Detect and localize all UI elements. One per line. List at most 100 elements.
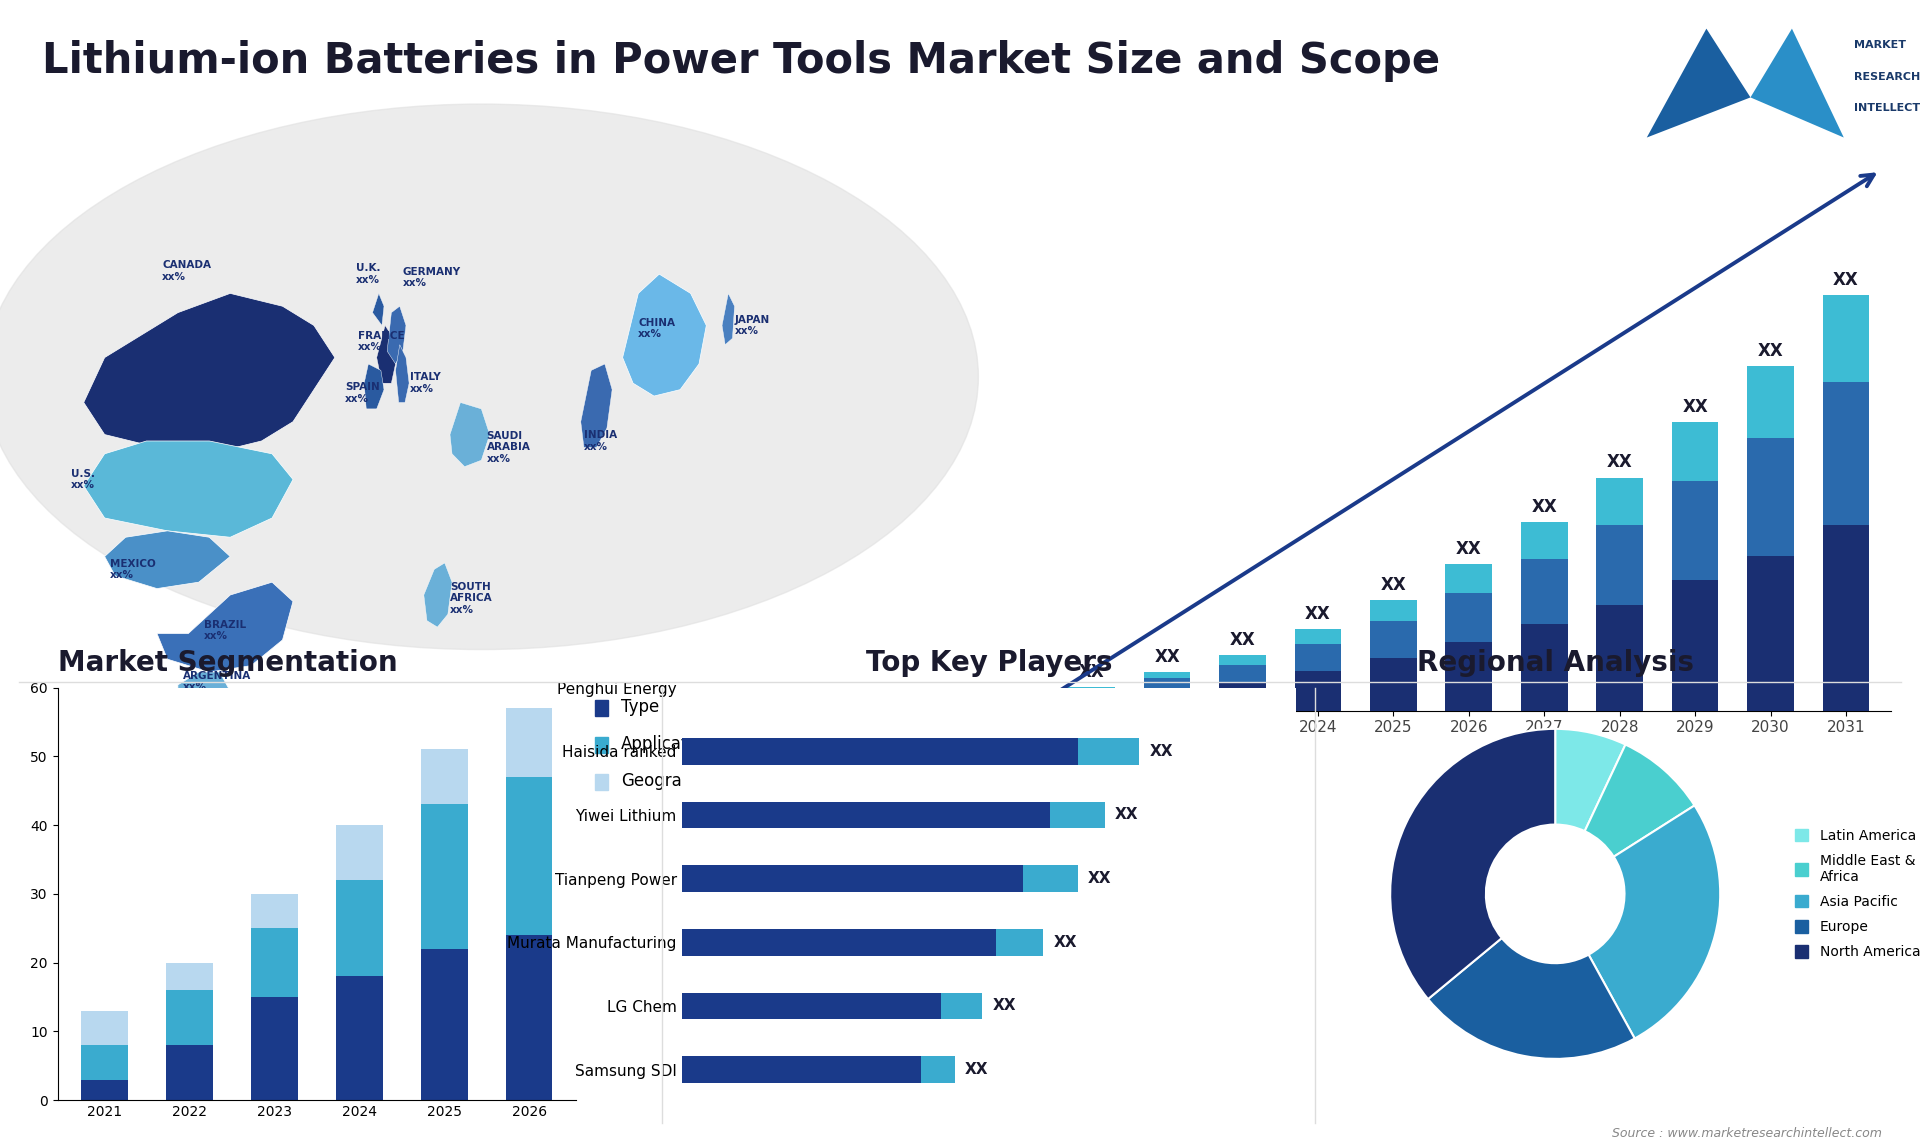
Bar [1521,623,1567,711]
Title: Top Key Players: Top Key Players [866,649,1112,677]
Polygon shape [449,402,490,466]
Bar [420,749,468,804]
Bar [1050,801,1104,829]
Text: XX: XX [1834,272,1859,289]
Text: XX: XX [1054,935,1077,950]
Bar [1446,592,1492,643]
Bar [1144,672,1190,678]
Bar [682,801,1050,829]
Bar [165,990,213,1045]
Bar [1294,644,1342,670]
Polygon shape [179,672,230,711]
Text: XX: XX [966,1062,989,1077]
Bar [81,1011,129,1045]
Bar [1446,643,1492,711]
Text: SPAIN
xx%: SPAIN xx% [346,382,380,403]
Text: XX: XX [993,998,1016,1013]
Text: ITALY
xx%: ITALY xx% [411,372,442,394]
Polygon shape [388,306,405,364]
Bar [1596,478,1644,525]
Bar [336,976,382,1100]
Text: FRANCE
xx%: FRANCE xx% [357,331,405,352]
Text: XX: XX [1079,662,1104,681]
Text: MARKET: MARKET [1855,40,1907,50]
Bar [1144,691,1190,711]
Text: CANADA
xx%: CANADA xx% [161,260,211,282]
Bar [505,777,553,935]
Text: XX: XX [1229,630,1256,649]
Bar [505,935,553,1100]
Bar [682,738,1077,764]
Text: XX: XX [1757,342,1784,360]
Bar [1822,296,1870,382]
Bar [165,1045,213,1100]
Text: MEXICO
xx%: MEXICO xx% [109,558,156,580]
Bar [1077,738,1139,764]
Bar [1068,686,1116,691]
Ellipse shape [0,104,979,650]
Wedge shape [1390,729,1555,999]
Bar [1294,670,1342,711]
Bar [682,992,941,1019]
Polygon shape [424,563,451,627]
Polygon shape [84,293,334,454]
Bar [81,1045,129,1080]
Bar [1371,601,1417,621]
Text: XX: XX [1116,808,1139,823]
Bar [252,928,298,997]
Bar [1371,659,1417,711]
Bar [1672,422,1718,481]
Text: INTELLECT: INTELLECT [1855,103,1920,113]
Bar [920,1057,954,1083]
Polygon shape [157,582,294,672]
Bar [941,992,981,1019]
Bar [682,929,996,956]
Bar [1596,605,1644,711]
Polygon shape [722,293,735,345]
Polygon shape [106,531,230,589]
Bar [1144,678,1190,691]
Bar [996,929,1043,956]
Polygon shape [372,293,384,325]
Bar [1747,366,1793,438]
Bar [1747,556,1793,711]
Polygon shape [1751,29,1843,138]
Text: JAPAN
xx%: JAPAN xx% [735,315,770,336]
Text: SAUDI
ARABIA
xx%: SAUDI ARABIA xx% [486,431,530,464]
Legend: Latin America, Middle East &
Africa, Asia Pacific, Europe, North America: Latin America, Middle East & Africa, Asi… [1789,823,1920,965]
Text: XX: XX [1089,871,1112,886]
Wedge shape [1555,729,1626,831]
Polygon shape [622,274,707,397]
Text: CHINA
xx%: CHINA xx% [637,317,676,339]
Text: U.K.
xx%: U.K. xx% [355,264,380,285]
Polygon shape [84,441,294,537]
Bar [1672,481,1718,580]
Bar [1294,629,1342,644]
Bar [1521,559,1567,623]
Bar [165,963,213,990]
Bar [1822,382,1870,525]
Bar [1747,438,1793,556]
Wedge shape [1588,806,1720,1038]
Bar [420,949,468,1100]
Bar [252,997,298,1100]
Text: SOUTH
AFRICA
xx%: SOUTH AFRICA xx% [449,582,493,614]
Bar [336,825,382,880]
Bar [505,708,553,777]
Bar [682,865,1023,892]
Bar [1596,525,1644,605]
Bar [252,894,298,928]
Text: GERMANY
xx%: GERMANY xx% [403,267,461,288]
Polygon shape [1647,29,1751,138]
Polygon shape [580,364,612,447]
Legend: Type, Application, Geography: Type, Application, Geography [595,696,714,791]
Text: ARGENTINA
xx%: ARGENTINA xx% [182,670,252,692]
Bar [1219,683,1265,711]
Bar [1371,621,1417,659]
Text: XX: XX [1154,647,1181,666]
Bar [1446,564,1492,592]
Wedge shape [1428,939,1634,1059]
Text: XX: XX [1306,605,1331,622]
Text: XX: XX [1682,398,1709,416]
Bar [1219,654,1265,665]
